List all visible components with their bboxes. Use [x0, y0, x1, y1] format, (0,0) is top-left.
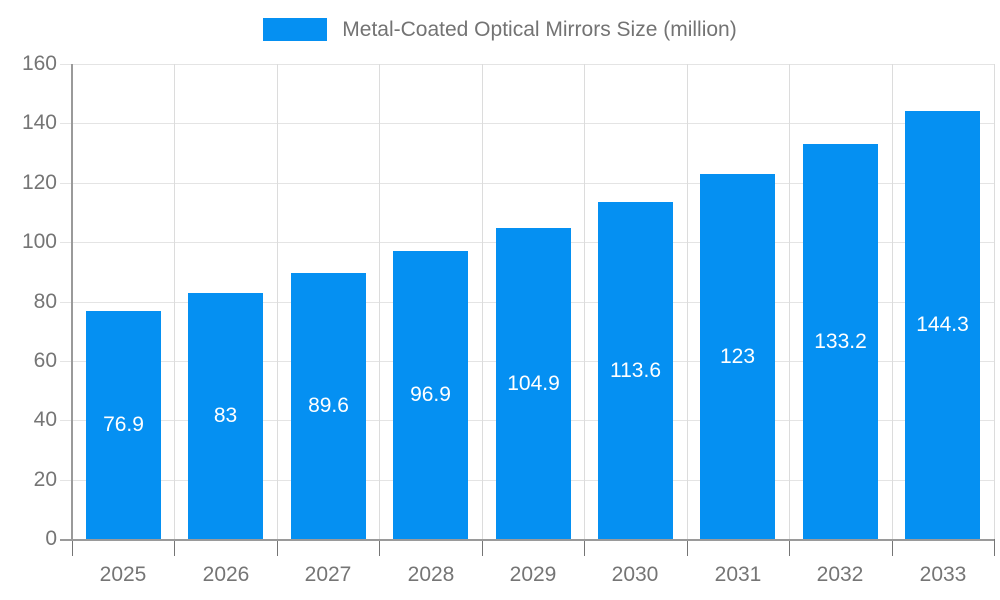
y-tick-label: 20	[33, 468, 57, 491]
y-axis-tick	[60, 302, 72, 303]
bar-value-label: 76.9	[103, 413, 144, 436]
bar-2027[interactable]: 89.6	[291, 273, 366, 539]
x-axis-tick	[482, 539, 483, 556]
gridline-x	[892, 64, 893, 539]
x-tick-label-2025: 2025	[99, 563, 147, 586]
y-axis-tick	[60, 361, 72, 362]
bar-value-label: 89.6	[308, 394, 349, 417]
bar-value-label: 123	[719, 344, 756, 368]
gridline-x	[584, 64, 585, 539]
gridline-x	[482, 64, 483, 539]
bar-2028[interactable]: 96.9	[393, 251, 468, 539]
bar-2031[interactable]: 123	[700, 174, 775, 539]
y-tick-label: 120	[21, 171, 57, 194]
bar-2033[interactable]: 144.3	[905, 111, 980, 539]
y-axis-tick	[60, 183, 72, 184]
legend-label: Metal-Coated Optical Mirrors Size (milli…	[342, 18, 737, 41]
gridline-x	[789, 64, 790, 539]
y-tick-label: 100	[21, 230, 57, 253]
x-tick-label-2031: 2031	[714, 563, 762, 586]
x-tick-label-2028: 2028	[407, 563, 455, 586]
gridline-y	[72, 183, 994, 184]
x-axis-tick	[174, 539, 175, 556]
y-tick-label: 80	[33, 290, 57, 313]
gridline-y	[72, 123, 994, 124]
x-axis-tick	[277, 539, 278, 556]
y-tick-label: 60	[33, 349, 57, 372]
y-tick-label: 140	[21, 111, 57, 134]
bar-2032[interactable]: 133.2	[803, 144, 878, 539]
gridline-y	[72, 64, 994, 65]
x-tick-label-2033: 2033	[919, 563, 967, 586]
bar-value-label: 104.9	[507, 371, 560, 395]
y-tick-label: 0	[45, 527, 57, 550]
gridline-x	[277, 64, 278, 539]
x-axis-line	[60, 539, 994, 541]
bar-value-label: 96.9	[410, 383, 451, 406]
y-axis-tick	[60, 480, 72, 481]
x-axis-tick	[994, 539, 995, 556]
bar-value-label: 83	[213, 404, 238, 427]
gridline-x	[379, 64, 380, 539]
bar-2025[interactable]: 76.9	[86, 311, 161, 539]
bar-2029[interactable]: 104.9	[496, 228, 571, 539]
x-tick-label-2026: 2026	[202, 563, 250, 586]
x-axis-tick	[892, 539, 893, 556]
x-axis-tick	[789, 539, 790, 556]
gridline-x	[994, 64, 995, 539]
legend-item[interactable]: Metal-Coated Optical Mirrors Size (milli…	[0, 18, 1000, 41]
bar-value-label: 144.3	[916, 313, 969, 336]
bar-2030[interactable]: 113.6	[598, 202, 673, 539]
gridline-x	[687, 64, 688, 539]
x-tick-label-2029: 2029	[509, 563, 557, 586]
y-axis-tick	[60, 420, 72, 421]
y-tick-label: 160	[21, 52, 57, 75]
x-axis-tick	[72, 539, 73, 556]
y-axis-tick	[60, 242, 72, 243]
gridline-x	[174, 64, 175, 539]
y-axis-line	[71, 64, 73, 541]
bar-value-label: 133.2	[814, 329, 867, 353]
legend-swatch	[263, 18, 328, 41]
x-axis-tick	[379, 539, 380, 556]
x-tick-label-2032: 2032	[816, 563, 864, 586]
bar-value-label: 113.6	[610, 358, 661, 382]
x-tick-label-2030: 2030	[611, 563, 659, 586]
bar-2026[interactable]: 83	[188, 293, 263, 539]
y-axis-tick	[60, 123, 72, 124]
x-axis-tick	[687, 539, 688, 556]
y-tick-label: 40	[33, 408, 57, 431]
y-axis-tick	[60, 64, 72, 65]
x-axis-tick	[584, 539, 585, 556]
x-tick-label-2027: 2027	[304, 563, 352, 586]
